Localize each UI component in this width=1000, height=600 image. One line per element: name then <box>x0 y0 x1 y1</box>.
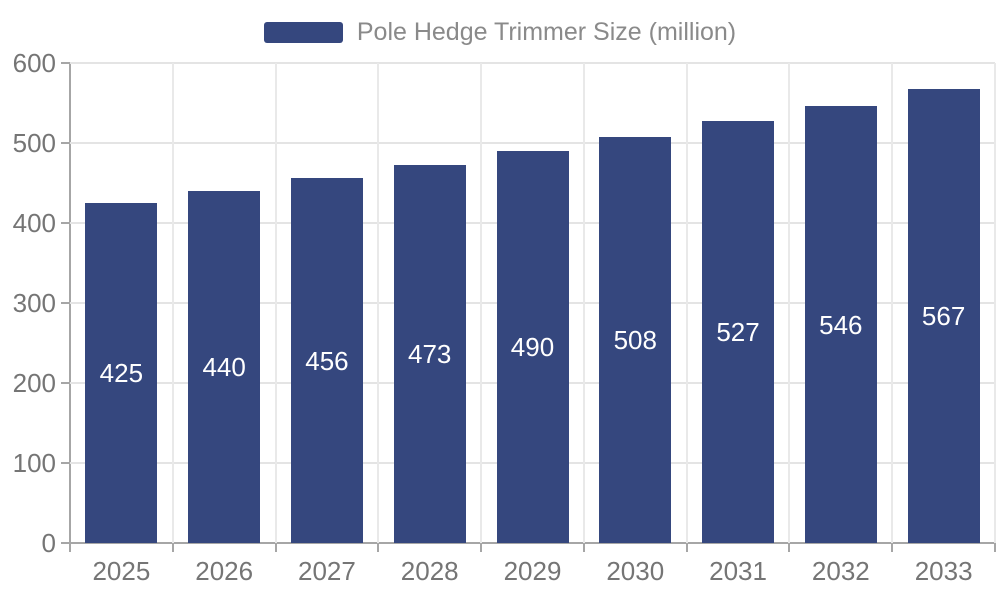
x-axis-tick <box>582 544 585 552</box>
legend-item[interactable]: Pole Hedge Trimmer Size (million) <box>263 17 737 47</box>
bar-2026[interactable] <box>188 191 261 543</box>
bar-value-label: 527 <box>716 317 760 348</box>
gridline-vertical <box>171 63 174 543</box>
y-axis-tick <box>61 542 70 544</box>
x-axis-label: 2026 <box>195 556 254 586</box>
gridline-vertical <box>582 63 585 543</box>
x-axis-label: 2033 <box>914 556 973 586</box>
gridline-vertical <box>994 63 996 543</box>
x-axis-tick <box>891 544 894 552</box>
gridline-vertical <box>788 63 791 543</box>
x-axis-tick <box>377 544 380 552</box>
x-axis-label: 2030 <box>606 556 665 586</box>
y-axis-label: 600 <box>12 48 56 78</box>
y-axis-tick <box>61 382 70 384</box>
y-axis-label: 300 <box>12 288 56 318</box>
y-axis-label: 500 <box>12 128 56 158</box>
bar-value-label: 490 <box>510 332 555 362</box>
gridline-horizontal <box>70 142 995 144</box>
x-axis-tick <box>685 544 688 552</box>
y-axis-label: 0 <box>41 528 56 558</box>
y-axis-tick <box>61 462 70 464</box>
x-axis-tick <box>274 544 277 552</box>
legend-label: Pole Hedge Trimmer Size (million) <box>356 17 737 46</box>
gridline-vertical <box>480 63 483 543</box>
bar-2030[interactable] <box>599 136 672 543</box>
legend-swatch-icon <box>263 21 343 43</box>
plot-area: 425 440 456 473 490 508 527 546 567 <box>70 62 996 543</box>
bar-2025[interactable] <box>85 203 158 543</box>
bar-2028[interactable] <box>393 164 466 543</box>
bar-value-label: 440 <box>202 352 246 382</box>
y-axis-tick <box>61 222 70 224</box>
y-axis-tick <box>61 62 70 64</box>
x-axis-tick <box>69 544 71 552</box>
gridline-vertical <box>891 63 894 543</box>
y-axis-label: 100 <box>12 448 56 478</box>
y-axis-label: 400 <box>12 208 56 238</box>
x-axis-tick <box>994 544 996 552</box>
x-axis-label: 2032 <box>811 556 870 586</box>
bar-2027[interactable] <box>290 178 363 543</box>
x-axis-tick <box>788 544 791 552</box>
x-axis-label: 2029 <box>503 556 562 586</box>
bar-value-label: 425 <box>99 358 144 388</box>
bar-2033[interactable] <box>907 89 980 543</box>
x-axis-label: 2031 <box>709 556 767 586</box>
bar-value-label: 456 <box>305 345 349 376</box>
bar-2031[interactable] <box>702 121 775 543</box>
x-axis-tick <box>480 544 483 552</box>
y-axis-label: 200 <box>12 368 56 398</box>
x-axis-label: 2025 <box>92 556 151 586</box>
bar-value-label: 567 <box>921 301 966 332</box>
bar-2032[interactable] <box>804 106 877 543</box>
x-axis-label: 2028 <box>400 556 459 586</box>
x-axis-line <box>69 542 996 544</box>
y-axis-tick <box>61 142 70 144</box>
bar-value-label: 508 <box>613 324 657 355</box>
y-axis-tick <box>61 302 70 304</box>
bar-2029[interactable] <box>496 151 569 543</box>
gridline-vertical <box>274 63 277 543</box>
bar-value-label: 546 <box>819 309 863 340</box>
x-axis-tick <box>171 544 174 552</box>
x-axis-label: 2027 <box>298 556 356 586</box>
gridline-horizontal <box>70 62 995 64</box>
legend: Pole Hedge Trimmer Size (million) <box>0 12 1000 52</box>
gridline-vertical <box>377 63 380 543</box>
bar-value-label: 473 <box>408 338 452 369</box>
gridline-vertical <box>685 63 688 543</box>
